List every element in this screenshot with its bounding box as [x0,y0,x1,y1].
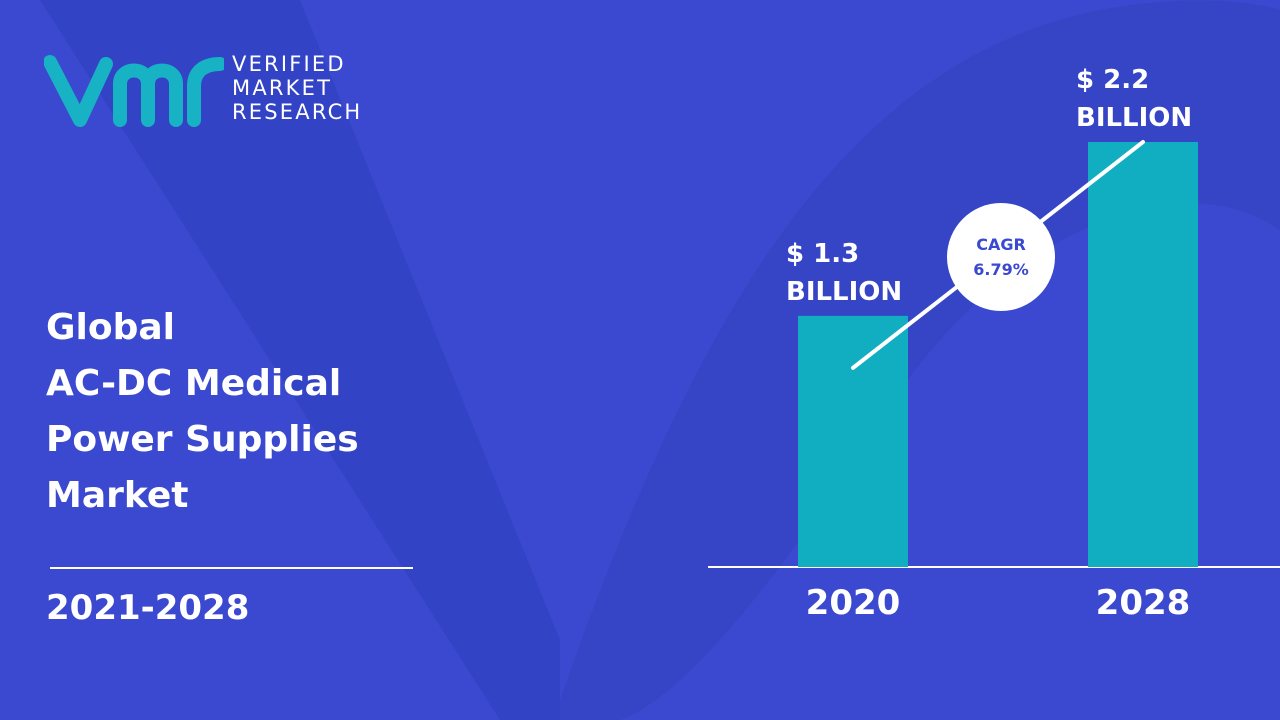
data-label-2028-line-1: $ 2.2 [1076,65,1149,95]
report-title: Global AC-DC Medical Power Supplies Mark… [46,300,466,524]
x-tick-label-2028: 2028 [1096,583,1191,623]
data-label-2028-line-2: BILLION [1076,103,1192,133]
bar-2028 [1088,142,1198,567]
brand-line-3: RESEARCH [232,100,363,124]
brand-name: VERIFIED MARKET RESEARCH [232,52,362,124]
title-line-3: Power Supplies [46,419,359,460]
cagr-value: 6.79% [973,260,1029,279]
cagr-badge: CAGR 6.79% [947,203,1055,311]
brand-line-2: MARKET [232,76,333,100]
data-label-2020-line-1: $ 1.3 [786,239,859,269]
cagr-circle [947,203,1055,311]
bar-2020 [798,315,908,567]
x-tick-label-2020: 2020 [806,583,901,623]
cagr-label: CAGR [976,235,1026,254]
title-divider [50,567,413,569]
data-label-2020-line-2: BILLION [786,277,902,307]
title-line-4: Market [46,475,189,516]
title-line-2: AC-DC Medical [46,363,342,404]
vmr-logo-icon [44,55,224,127]
brand-line-1: VERIFIED [232,52,346,76]
forecast-period: 2021-2028 [46,588,250,628]
title-line-1: Global [46,307,176,348]
brand-logo: VERIFIED MARKET RESEARCH [44,48,404,130]
